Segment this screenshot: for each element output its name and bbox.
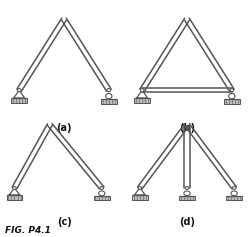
Bar — [6, 195, 22, 200]
Circle shape — [184, 187, 188, 189]
Bar — [223, 99, 239, 104]
Circle shape — [229, 89, 233, 92]
Circle shape — [230, 191, 236, 196]
Circle shape — [12, 187, 16, 189]
Circle shape — [183, 191, 190, 196]
Text: (c): (c) — [56, 217, 71, 227]
Circle shape — [100, 187, 103, 189]
Bar — [226, 196, 241, 201]
Circle shape — [228, 93, 234, 99]
Bar — [94, 196, 109, 201]
Circle shape — [232, 187, 235, 189]
Text: (d): (d) — [178, 217, 194, 227]
Circle shape — [138, 187, 141, 189]
Text: (b): (b) — [178, 123, 194, 133]
Bar — [100, 99, 116, 104]
Text: (a): (a) — [56, 123, 72, 133]
Circle shape — [106, 89, 110, 92]
Circle shape — [105, 93, 112, 99]
Bar — [134, 98, 150, 103]
Circle shape — [17, 89, 21, 92]
Text: FIG. P4.1: FIG. P4.1 — [5, 226, 51, 235]
Circle shape — [140, 89, 143, 92]
Bar — [11, 98, 27, 103]
Bar — [178, 196, 194, 201]
Bar — [132, 195, 147, 200]
Circle shape — [98, 191, 104, 196]
